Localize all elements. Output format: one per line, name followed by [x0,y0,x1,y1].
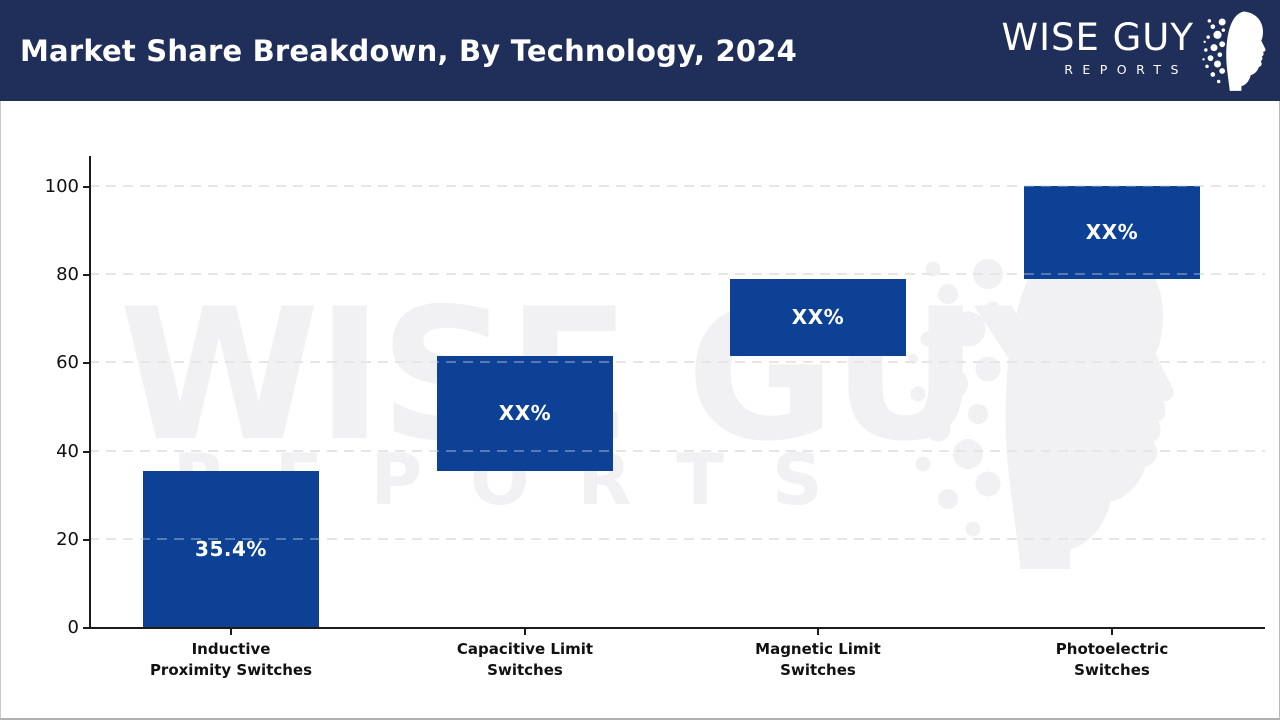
x-category-label: Magnetic Limit Switches [755,640,881,679]
head-profile-icon [1202,11,1266,91]
x-tick-mark [817,629,819,635]
bar-magnetic-limit-switches: XX% [730,278,906,356]
gridline [89,185,1265,187]
wiseguy-logo: WISE GUY REPORTS [1002,0,1272,101]
gridline [89,273,1265,276]
y-tick-mark [83,538,89,541]
gridline [89,537,1265,540]
y-tick-label: 100 [44,176,79,197]
x-category-label: Inductive Proximity Switches [149,640,313,679]
gridline [89,537,1265,540]
bar-capacitive-limit-switches: XX% [437,355,613,471]
bar-value-label: XX% [498,401,552,426]
y-tick-label: 20 [56,528,79,550]
x-tick-mark [1111,629,1113,635]
logo-name-text: WISE GUY [1001,16,1194,59]
y-tick-mark [83,362,89,365]
x-tick-mark [524,629,526,635]
y-tick-label: 80 [56,264,79,286]
gridline [89,361,1265,364]
y-tick-label: 60 [56,352,79,374]
y-tick-label: 0 [67,617,79,638]
y-tick-mark [83,450,89,453]
header-bar: Market Share Breakdown, By Technology, 2… [0,0,1280,101]
x-tick-mark [230,629,232,635]
y-tick-mark [83,274,89,277]
gridline [89,449,1265,452]
chart-title: Market Share Breakdown, By Technology, 2… [20,33,798,68]
y-tick-label: 40 [56,440,79,462]
x-category-label: Capacitive Limit Switches [456,640,594,679]
y-tick-mark [83,186,89,188]
gridline [89,449,1265,452]
x-category-label: Photoelectric Switches [1055,640,1169,679]
plot-area: WISE GUY REPORTS 35.4% XX% XX% XX% 0 20 … [0,101,1280,720]
y-tick-mark [83,627,89,629]
x-axis-line [89,627,1265,629]
bar-inductive-proximity-switches: 35.4% [143,470,319,627]
gridline [89,361,1265,364]
logo-subtitle-text: REPORTS [1064,62,1188,77]
bar-photoelectric-switches: XX% [1024,186,1200,279]
gridline [89,273,1265,276]
bar-value-label: XX% [791,305,845,330]
gridline [89,185,1265,187]
bar-value-label: XX% [1085,220,1139,245]
bar-value-label: 35.4% [195,536,267,561]
y-axis-line [89,156,91,629]
